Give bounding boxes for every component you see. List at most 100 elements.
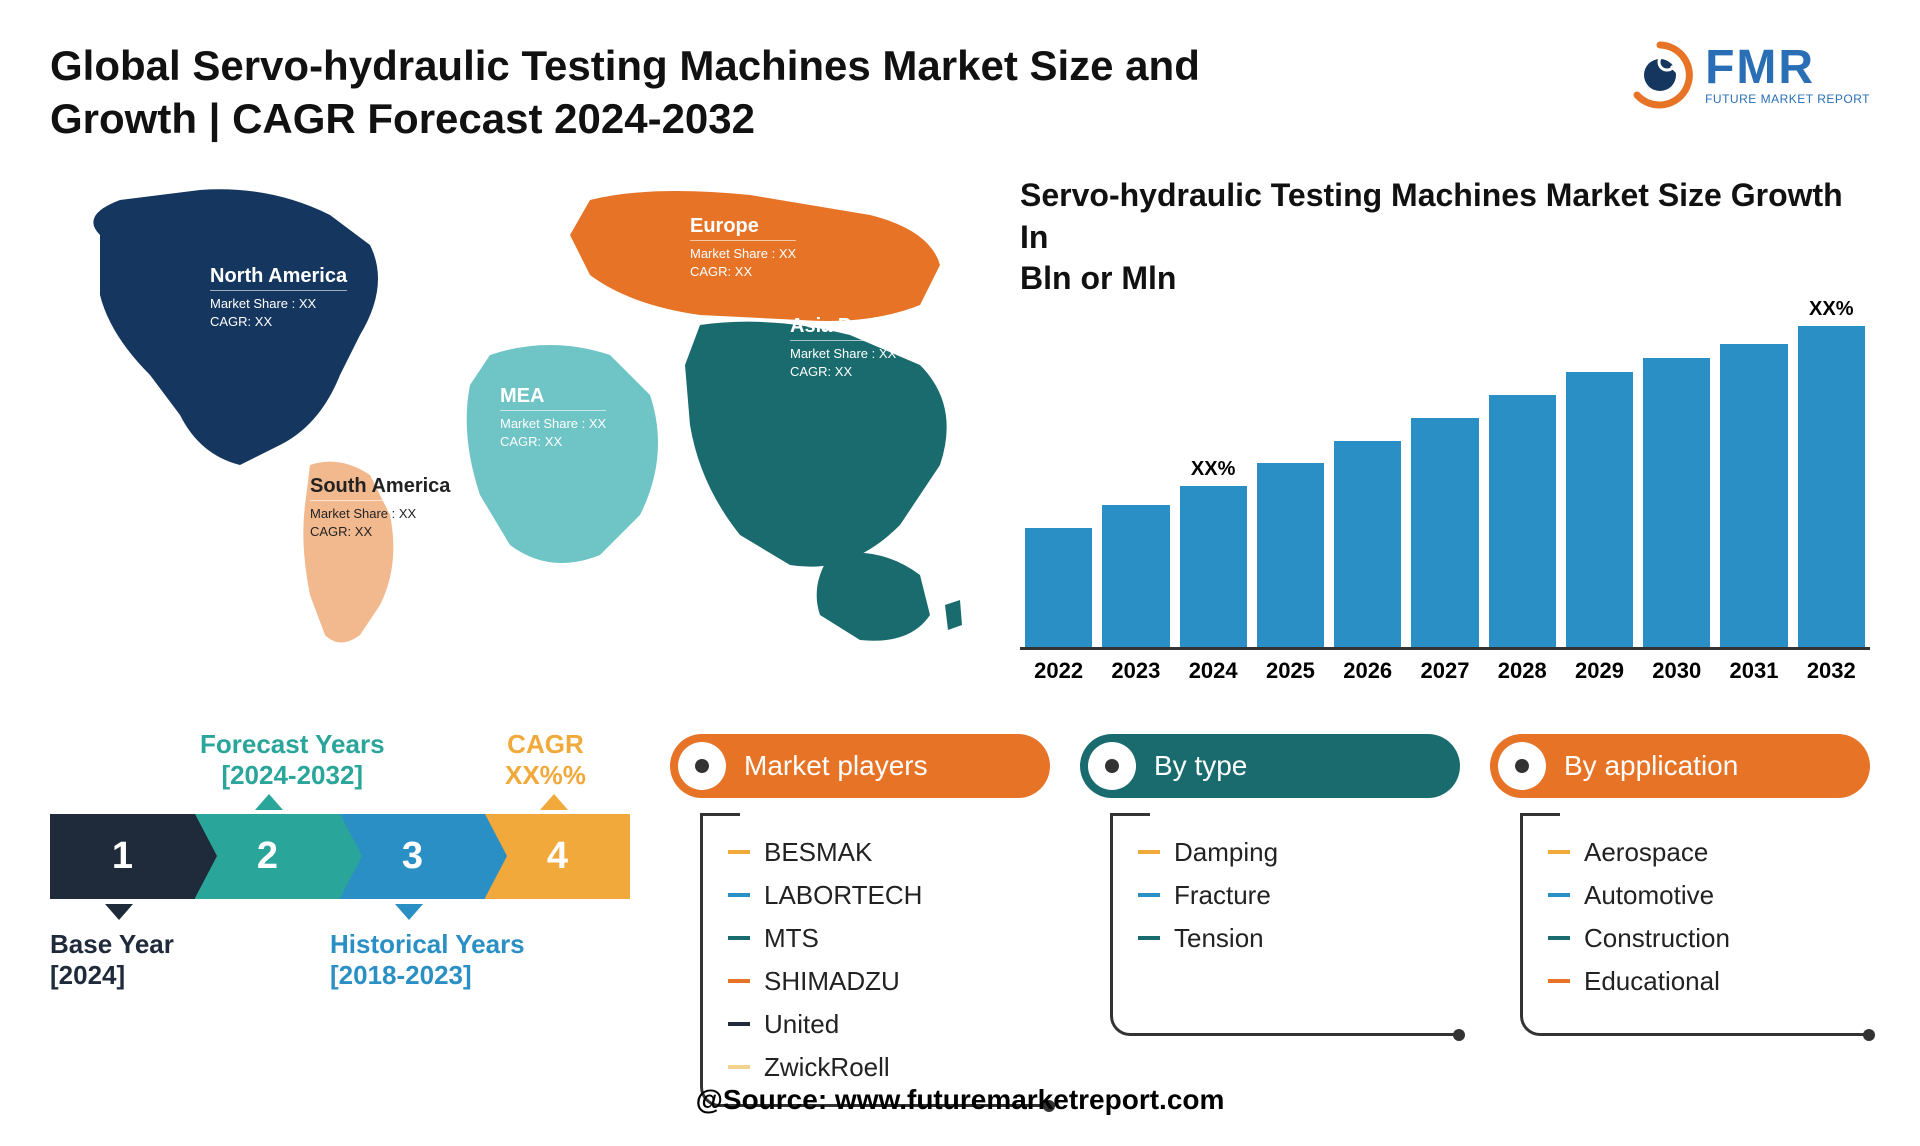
- list-item: LABORTECH: [728, 874, 1040, 917]
- pill-col-type: By type Damping Fracture Tension: [1080, 734, 1460, 1107]
- bar-year: 2032: [1798, 658, 1865, 684]
- bars: XX% XX%: [1020, 320, 1870, 650]
- item-label: Damping: [1174, 837, 1278, 868]
- source-text: @Source: www.futuremarketreport.com: [696, 1084, 1225, 1116]
- pill-dot-icon: [1088, 742, 1136, 790]
- pill-players: Market players: [670, 734, 1050, 798]
- bar-col: [1257, 463, 1324, 646]
- bracket-type: Damping Fracture Tension: [1110, 816, 1460, 1036]
- region-europe: EuropeMarket Share : XXCAGR: XX: [690, 215, 796, 281]
- bar: [1411, 418, 1478, 647]
- bottom-section: Forecast Years[2024-2032] CAGRXX%% 1234 …: [50, 734, 1870, 1107]
- bar-year: 2026: [1334, 658, 1401, 684]
- base-arrow-icon: [105, 904, 133, 920]
- list-item: MTS: [728, 917, 1040, 960]
- item-label: Construction: [1584, 923, 1730, 954]
- bar-col: [1411, 418, 1478, 647]
- logo-main: FMR: [1705, 44, 1870, 92]
- tick-icon: [1548, 979, 1570, 983]
- bar-col: [1720, 344, 1787, 647]
- tick-icon: [1548, 893, 1570, 897]
- tick-icon: [728, 936, 750, 940]
- item-label: Fracture: [1174, 880, 1271, 911]
- bar: [1257, 463, 1324, 646]
- item-label: BESMAK: [764, 837, 872, 868]
- bar-col: [1566, 372, 1633, 647]
- item-label: Tension: [1174, 923, 1264, 954]
- item-label: SHIMADZU: [764, 966, 900, 997]
- bar-annotation: XX%: [1191, 458, 1235, 481]
- bracket-application: Aerospace Automotive Construction Education…: [1520, 816, 1870, 1036]
- tick-icon: [728, 850, 750, 854]
- pill-title: By type: [1154, 750, 1247, 782]
- world-map: North AmericaMarket Share : XXCAGR: XX So…: [50, 175, 980, 655]
- logo-icon: [1625, 40, 1695, 110]
- page-title: Global Servo-hydraulic Testing Machines …: [50, 40, 1350, 145]
- list-item: Damping: [1138, 831, 1450, 874]
- timeline-bar: 1234: [50, 814, 630, 899]
- item-label: MTS: [764, 923, 819, 954]
- region-mea: MEAMarket Share : XXCAGR: XX: [500, 385, 606, 451]
- item-label: ZwickRoell: [764, 1052, 890, 1083]
- bar: XX%: [1798, 326, 1865, 647]
- tick-icon: [728, 1022, 750, 1026]
- bar-year: 2024: [1180, 658, 1247, 684]
- bar: [1102, 505, 1169, 647]
- forecast-label: Forecast Years[2024-2032]: [200, 729, 385, 791]
- bar-col: [1025, 528, 1092, 647]
- timeline: Forecast Years[2024-2032] CAGRXX%% 1234 …: [50, 734, 630, 899]
- bar-year: 2030: [1643, 658, 1710, 684]
- bar: [1720, 344, 1787, 647]
- bar-year: 2029: [1566, 658, 1633, 684]
- bar: [1566, 372, 1633, 647]
- bar-col: [1643, 358, 1710, 647]
- pill-dot-icon: [678, 742, 726, 790]
- pill-title: By application: [1564, 750, 1738, 782]
- item-label: Aerospace: [1584, 837, 1708, 868]
- pill-dot-icon: [1498, 742, 1546, 790]
- list-item: Tension: [1138, 917, 1450, 960]
- top-section: North AmericaMarket Share : XXCAGR: XX So…: [50, 175, 1870, 684]
- list-item: Educational: [1548, 960, 1860, 1003]
- logo-text: FMR FUTURE MARKET REPORT: [1705, 44, 1870, 106]
- tick-icon: [728, 893, 750, 897]
- pills: Market players BESMAK LABORTECH MTS SHIMADZU…: [670, 734, 1870, 1107]
- list-item: ZwickRoell: [728, 1046, 1040, 1089]
- list-item: United: [728, 1003, 1040, 1046]
- pill-application: By application: [1490, 734, 1870, 798]
- bar-annotation: XX%: [1809, 298, 1853, 321]
- item-label: United: [764, 1009, 839, 1040]
- bar-col: [1334, 441, 1401, 647]
- list-item: SHIMADZU: [728, 960, 1040, 1003]
- chart-title: Servo-hydraulic Testing Machines Market …: [1020, 175, 1870, 300]
- region-asia-pacific: Asia PacificMarket Share : XXCAGR: XX: [790, 315, 902, 381]
- forecast-arrow-icon: [255, 794, 283, 810]
- bar-col: XX%: [1180, 486, 1247, 646]
- tick-icon: [728, 979, 750, 983]
- item-label: Educational: [1584, 966, 1720, 997]
- tick-icon: [1138, 893, 1160, 897]
- list-item: BESMAK: [728, 831, 1040, 874]
- bar-year: 2022: [1025, 658, 1092, 684]
- tick-icon: [1548, 936, 1570, 940]
- pill-col-application: By application Aerospace Automotive Constru…: [1490, 734, 1870, 1107]
- historical-arrow-icon: [395, 904, 423, 920]
- header: Global Servo-hydraulic Testing Machines …: [50, 40, 1870, 145]
- pill-col-players: Market players BESMAK LABORTECH MTS SHIMADZU…: [670, 734, 1050, 1107]
- bar: [1025, 528, 1092, 647]
- pill-type: By type: [1080, 734, 1460, 798]
- base-label: Base Year[2024]: [50, 929, 174, 991]
- tick-icon: [1138, 936, 1160, 940]
- bar: XX%: [1180, 486, 1247, 646]
- item-label: Automotive: [1584, 880, 1714, 911]
- bar-col: [1102, 505, 1169, 647]
- bar-year: 2023: [1102, 658, 1169, 684]
- list-item: Aerospace: [1548, 831, 1860, 874]
- cagr-arrow-icon: [540, 794, 568, 810]
- bar-year: 2031: [1720, 658, 1787, 684]
- tick-icon: [728, 1065, 750, 1069]
- logo-sub: FUTURE MARKET REPORT: [1705, 92, 1870, 106]
- region-north-america: North AmericaMarket Share : XXCAGR: XX: [210, 265, 347, 331]
- region-south-america: South AmericaMarket Share : XXCAGR: XX: [310, 475, 450, 541]
- bar: [1643, 358, 1710, 647]
